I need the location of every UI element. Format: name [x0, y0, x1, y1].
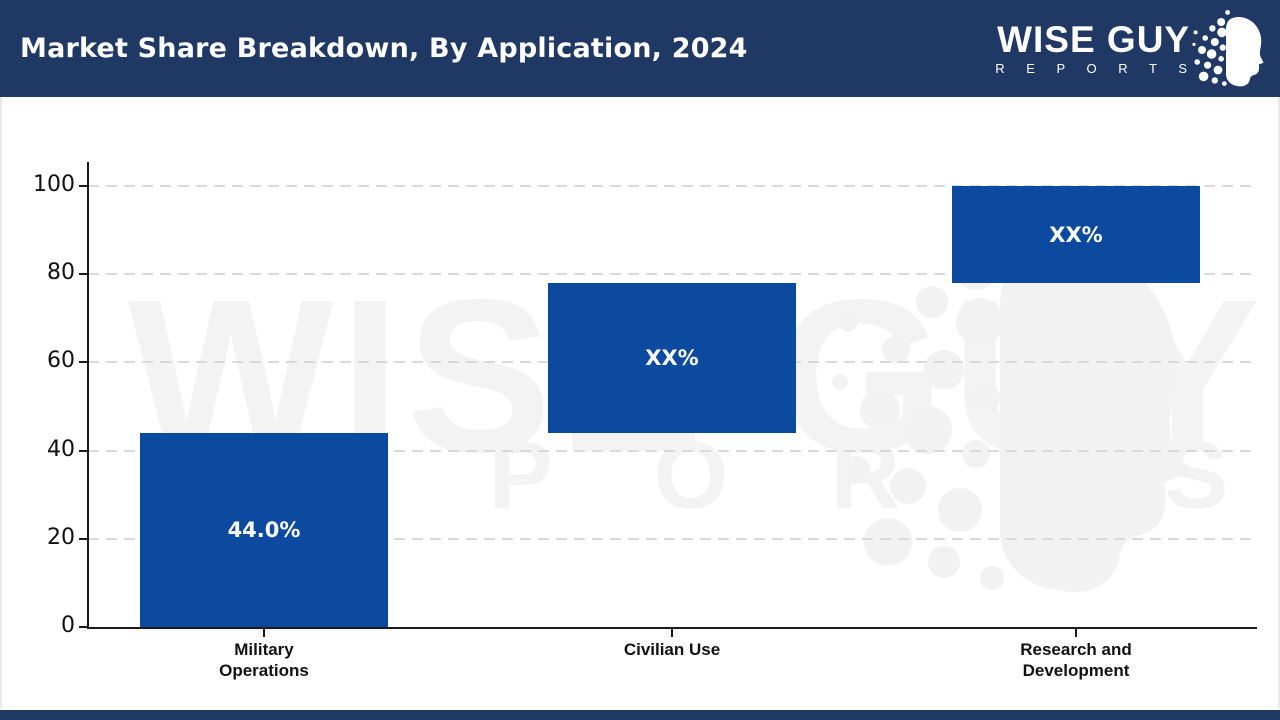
header-bar: Market Share Breakdown, By Application, …	[0, 0, 1280, 97]
y-tick-label: 80	[47, 260, 75, 286]
y-tick-label: 100	[33, 172, 75, 197]
bar-value-label: 44.0%	[227, 517, 301, 542]
footer-bar	[0, 710, 1280, 720]
bar: XX%	[952, 186, 1200, 284]
x-tick-mark	[671, 629, 673, 637]
y-tick-mark	[79, 449, 88, 452]
bar-value-label: XX%	[1049, 222, 1103, 247]
bar: 44.0%	[140, 432, 388, 627]
x-category-label: Military Operations	[219, 640, 309, 680]
y-tick-mark	[79, 626, 88, 628]
x-axis-line	[87, 627, 1257, 629]
gridline	[88, 537, 1257, 540]
bar: XX%	[548, 283, 796, 433]
gridline	[88, 273, 1257, 276]
y-tick-label: 60	[47, 348, 75, 374]
y-axis-line	[87, 162, 89, 628]
y-tick-label: 20	[47, 524, 75, 550]
watermark-face-icon	[832, 210, 1188, 593]
x-tick-mark	[1075, 629, 1077, 637]
y-tick-mark	[79, 361, 88, 364]
x-category-label: Civilian Use	[623, 640, 721, 659]
y-tick-label: 40	[47, 436, 75, 462]
brand-logo: WISE GUY R E P O R T S	[991, 6, 1270, 90]
brand-subtitle: R E P O R T S	[995, 60, 1196, 76]
bar-value-label: XX%	[645, 345, 699, 370]
gridline	[88, 185, 1257, 187]
x-category-label: Research and Development	[1020, 640, 1132, 680]
y-tick-label: 0	[61, 613, 75, 638]
brand-face-icon	[1192, 10, 1264, 87]
brand-name: WISE GUY	[997, 18, 1191, 60]
page-title: Market Share Breakdown, By Application, …	[20, 33, 748, 64]
brand-logo-text: WISE GUY R E P O R T S	[991, 21, 1196, 76]
y-tick-mark	[79, 537, 88, 540]
y-tick-mark	[79, 185, 88, 187]
y-tick-mark	[79, 273, 88, 276]
gridline	[88, 449, 1257, 452]
x-tick-mark	[263, 629, 265, 637]
